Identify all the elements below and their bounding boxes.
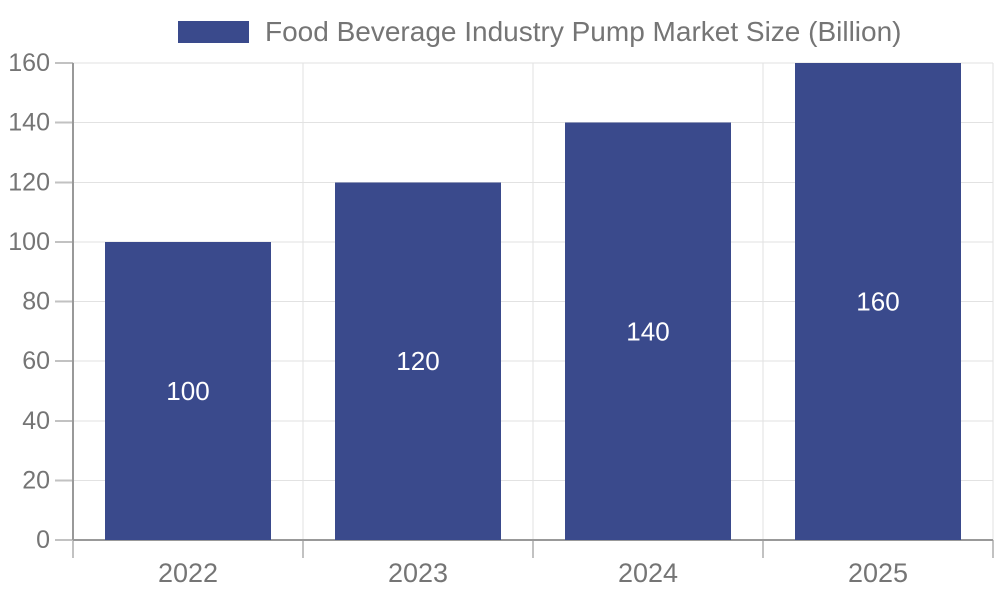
x-tick-label: 2023 [388,558,448,588]
y-tick-label: 140 [8,109,50,137]
legend-label: Food Beverage Industry Pump Market Size … [265,16,902,47]
bar-2024[interactable] [565,122,731,540]
bar-2022[interactable] [105,241,271,540]
legend-swatch-icon [178,21,249,43]
bar-value-label: 120 [396,346,439,376]
bar-value-label: 160 [856,287,899,317]
bar-value-label: 100 [166,376,209,406]
bar-2025[interactable] [795,63,961,540]
y-tick-label: 100 [8,228,50,256]
bar-value-label: 140 [626,316,669,346]
y-tick-label: 0 [36,526,50,554]
y-tick-label: 160 [8,49,50,77]
y-tick-label: 60 [22,347,50,375]
legend-item[interactable]: Food Beverage Industry Pump Market Size … [178,16,902,47]
y-tick-label: 120 [8,168,50,196]
x-tick-label: 2024 [618,558,678,588]
y-tick-label: 40 [22,407,50,435]
bar-2023[interactable] [335,182,501,540]
x-tick-label: 2025 [848,558,908,588]
y-tick-label: 80 [22,288,50,316]
x-tick-label: 2022 [158,558,218,588]
y-tick-label: 20 [22,466,50,494]
